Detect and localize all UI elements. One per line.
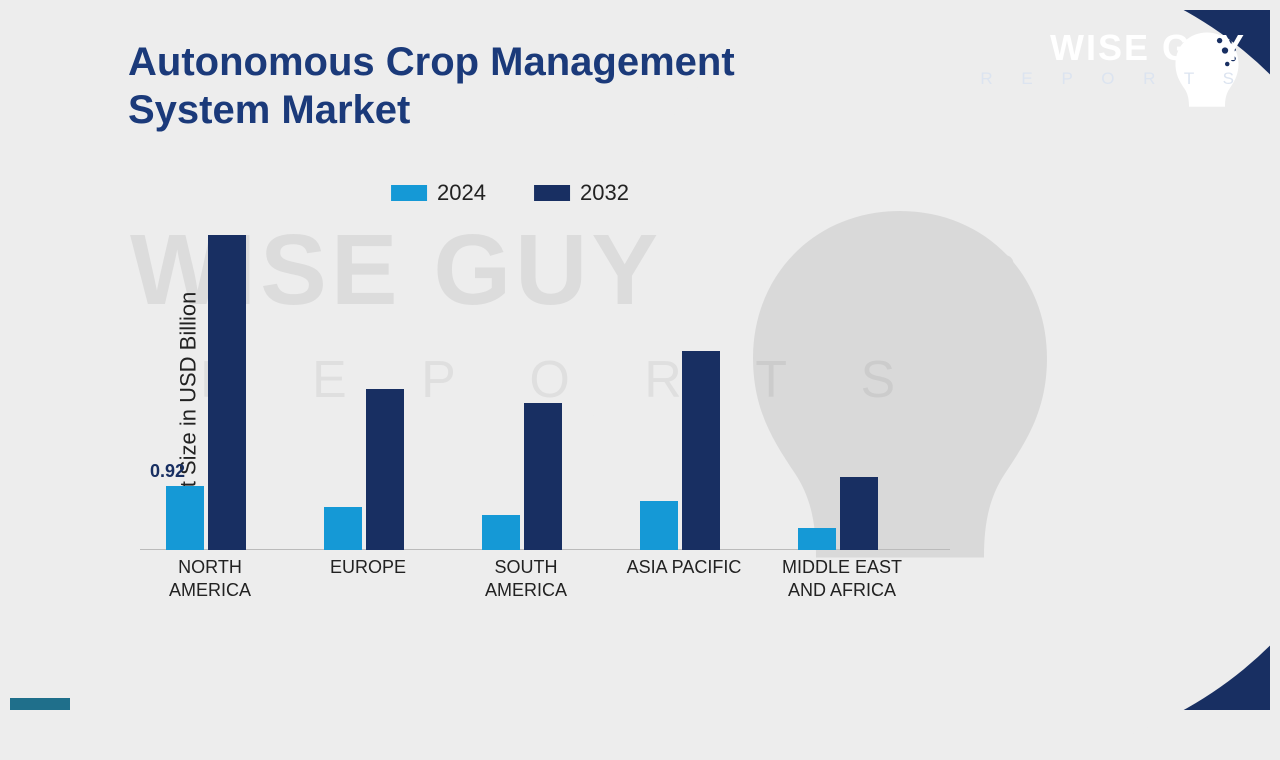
plot-area: 0.92NORTH AMERICAEUROPESOUTH AMERICAASIA… xyxy=(140,228,950,550)
accent-bottom-bar xyxy=(10,698,70,710)
category-label: ASIA PACIFIC xyxy=(614,550,754,579)
legend-label-2024: 2024 xyxy=(437,180,486,206)
bar-2032 xyxy=(524,403,562,550)
page-root: WISE GUY R E P O R T S Autonomous Crop M… xyxy=(0,0,1280,720)
legend-swatch-2032 xyxy=(534,185,570,201)
bar-value-label: 0.92 xyxy=(150,461,185,482)
bar-2032 xyxy=(840,477,878,551)
brand-main: WISE GUY xyxy=(980,30,1246,66)
legend-label-2032: 2032 xyxy=(580,180,629,206)
bar-2032 xyxy=(366,389,404,550)
brand-logo: WISE GUY R E P O R T S xyxy=(980,30,1246,87)
legend-item-2024: 2024 xyxy=(391,180,486,206)
category-label: NORTH AMERICA xyxy=(140,550,280,601)
chart-legend: 2024 2032 xyxy=(391,180,629,206)
legend-swatch-2024 xyxy=(391,185,427,201)
bar-2024 xyxy=(640,501,678,550)
legend-item-2032: 2032 xyxy=(534,180,629,206)
bar-2024 xyxy=(482,515,520,550)
card: WISE GUY R E P O R T S Autonomous Crop M… xyxy=(10,10,1270,710)
category-label: MIDDLE EAST AND AFRICA xyxy=(772,550,912,601)
category-label: EUROPE xyxy=(298,550,438,579)
chart-area: Market Size in USD Billion 2024 2032 0.9… xyxy=(70,180,950,660)
chart-title: Autonomous Crop Management System Market xyxy=(128,38,828,134)
bar-2024 xyxy=(166,486,204,550)
bar-2032 xyxy=(682,351,720,551)
bar-2024 xyxy=(798,528,836,550)
brand-sub: R E P O R T S xyxy=(980,70,1246,87)
category-label: SOUTH AMERICA xyxy=(456,550,596,601)
bar-2032 xyxy=(208,235,246,550)
bar-2024 xyxy=(324,507,362,550)
